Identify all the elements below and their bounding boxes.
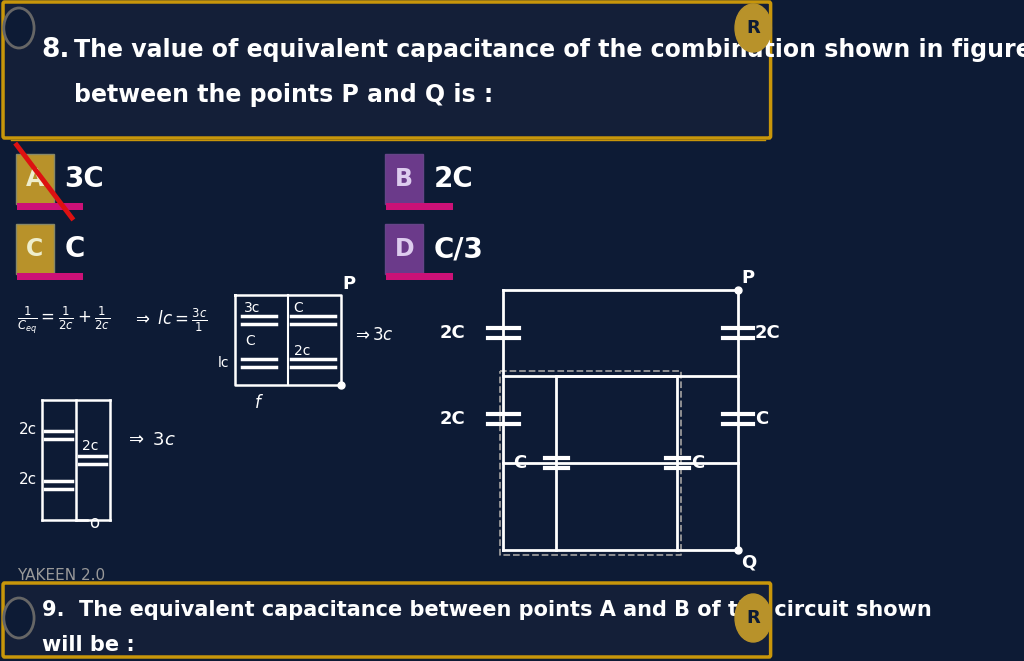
Text: 2C: 2C	[755, 324, 780, 342]
Circle shape	[4, 8, 34, 48]
Circle shape	[735, 4, 771, 52]
Text: C/3: C/3	[434, 235, 483, 263]
Text: R: R	[746, 609, 760, 627]
Text: 3C: 3C	[65, 165, 104, 193]
Text: R: R	[746, 19, 760, 37]
FancyBboxPatch shape	[3, 583, 771, 657]
FancyBboxPatch shape	[16, 224, 53, 274]
Text: D: D	[394, 237, 414, 261]
Text: 2C: 2C	[434, 165, 473, 193]
Text: C: C	[755, 410, 768, 428]
Text: between the points P and Q is :: between the points P and Q is :	[74, 83, 494, 107]
Text: A: A	[26, 167, 44, 191]
Text: $\frac{1}{C_{eq}}=\frac{1}{2c}+\frac{1}{2c}$: $\frac{1}{C_{eq}}=\frac{1}{2c}+\frac{1}{…	[16, 304, 110, 336]
Text: lc: lc	[218, 356, 229, 370]
Text: $\Rightarrow\  3c$: $\Rightarrow\ 3c$	[125, 431, 176, 449]
Bar	[16, 203, 83, 210]
Text: P: P	[741, 269, 755, 287]
Text: 8.: 8.	[42, 37, 70, 63]
Text: f: f	[254, 394, 260, 412]
Text: C: C	[691, 454, 705, 472]
Text: The value of equivalent capacitance of the combination shown in figure,: The value of equivalent capacitance of t…	[74, 38, 1024, 62]
Text: YAKEEN 2.0: YAKEEN 2.0	[16, 568, 104, 582]
Text: $\Rightarrow 3c$: $\Rightarrow 3c$	[352, 326, 394, 344]
Text: B: B	[395, 167, 414, 191]
FancyBboxPatch shape	[385, 154, 423, 204]
Text: 3c: 3c	[244, 301, 260, 315]
Text: C: C	[513, 454, 526, 472]
Text: 2c: 2c	[18, 473, 37, 488]
Text: will be :: will be :	[42, 635, 134, 655]
FancyBboxPatch shape	[385, 224, 423, 274]
Text: Q: Q	[741, 553, 757, 571]
Text: C: C	[245, 334, 255, 348]
Text: $\Rightarrow\ lc=\frac{3c}{1}$: $\Rightarrow\ lc=\frac{3c}{1}$	[132, 306, 208, 334]
Text: 2C: 2C	[439, 410, 466, 428]
FancyBboxPatch shape	[16, 154, 53, 204]
Text: o: o	[89, 514, 99, 532]
Bar	[16, 273, 83, 280]
Text: C: C	[27, 237, 43, 261]
Circle shape	[4, 598, 34, 638]
Text: 2c: 2c	[18, 422, 37, 438]
Text: C: C	[65, 235, 85, 263]
Text: 9.  The equivalent capacitance between points A and B of the circuit shown: 9. The equivalent capacitance between po…	[42, 600, 932, 620]
Text: P: P	[342, 275, 355, 293]
Text: 2c: 2c	[294, 344, 310, 358]
Circle shape	[735, 594, 771, 642]
FancyBboxPatch shape	[3, 2, 771, 138]
Bar	[386, 203, 453, 210]
Bar	[386, 273, 453, 280]
Text: C: C	[294, 301, 303, 315]
Text: 2c: 2c	[82, 439, 98, 453]
Text: 2C: 2C	[439, 324, 466, 342]
